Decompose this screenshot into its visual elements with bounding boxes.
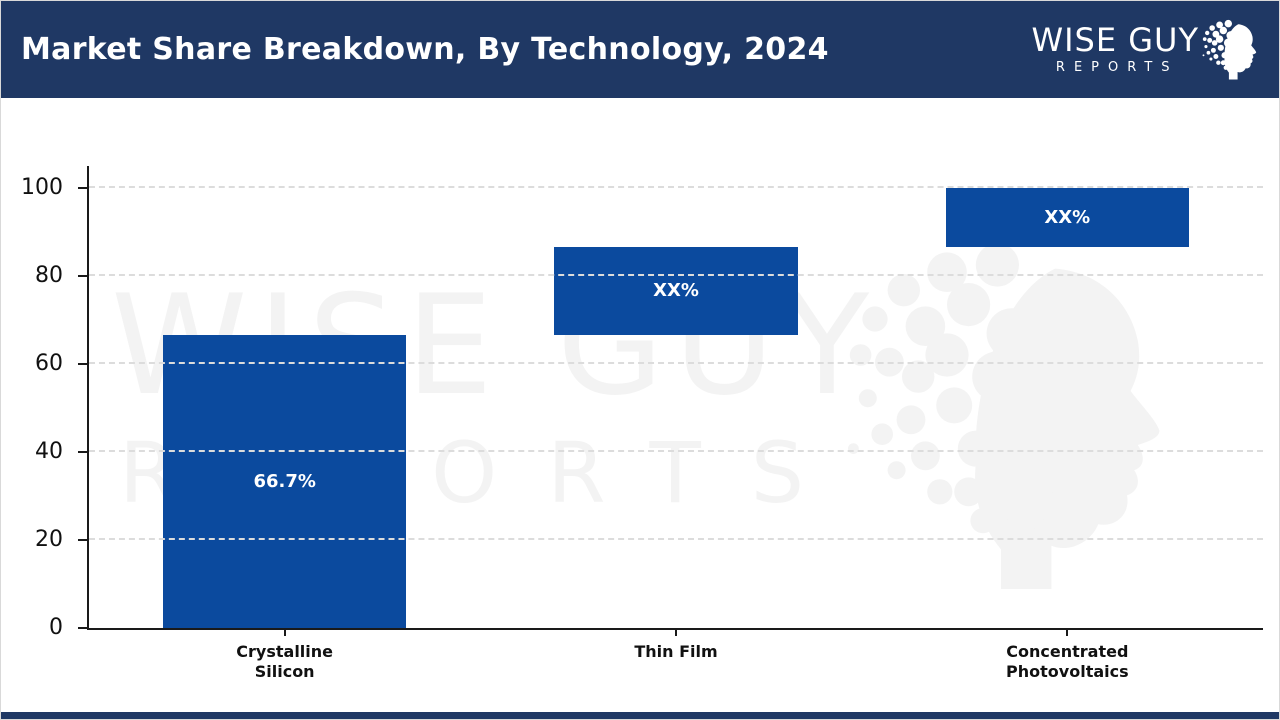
chart-title: Market Share Breakdown, By Technology, 2…: [21, 32, 829, 67]
gridline: [89, 450, 1263, 452]
x-axis-tick: [675, 628, 677, 636]
x-axis-tick: [1066, 628, 1069, 636]
y-axis-tick: [78, 363, 87, 366]
x-axis-tick: [283, 628, 286, 636]
y-axis-tick-label: 40: [35, 439, 63, 464]
logo-wordmark: WISE GUY: [1031, 21, 1199, 59]
y-axis-tick-label: 80: [35, 263, 63, 288]
y-axis-tick: [78, 275, 87, 277]
gridline: [89, 274, 1263, 276]
y-axis-tick-label: 20: [35, 526, 63, 552]
plot-area: 66.7% XX% XX%: [78, 166, 1263, 636]
bar-value-label: XX%: [653, 280, 699, 302]
y-axis-tick-label: 0: [49, 615, 63, 640]
y-axis-tick: [78, 627, 87, 629]
y-axis-tick-label: 60: [35, 351, 63, 376]
y-axis-tick: [78, 539, 87, 541]
y-axis-tick-label: 100: [21, 175, 63, 200]
y-axis-line: [87, 166, 89, 630]
wise-guy-reports-logo: WISE GUY REPORTS: [1031, 10, 1263, 90]
x-axis-category-label: Thin Film: [634, 642, 718, 661]
logo-subtitle: REPORTS: [1055, 60, 1179, 75]
x-axis-category-label: Concentrated Photovoltaics: [1006, 642, 1129, 681]
face-profile-dots-icon: [1202, 19, 1257, 79]
header: Market Share Breakdown, By Technology, 2…: [1, 1, 1279, 98]
bar-segment: 66.7%: [163, 334, 407, 628]
x-axis-category-label: Crystalline Silicon: [236, 642, 334, 681]
x-axis-labels: Crystalline Silicon Thin Film Concentrated…: [89, 642, 1263, 706]
y-axis-labels: 0 20 40 60 80 100: [1, 166, 75, 640]
gridline: [89, 538, 1263, 540]
footer-bar: [1, 712, 1279, 719]
bar-value-label: XX%: [1044, 206, 1091, 228]
gridline: [89, 186, 1263, 188]
gridline: [89, 362, 1263, 364]
watermark-face-icon: [848, 247, 1160, 589]
y-axis-tick: [78, 187, 87, 189]
logo-text: WISE GUY REPORTS: [1031, 24, 1199, 75]
y-axis-tick: [78, 451, 87, 453]
bar-segment: XX%: [554, 246, 798, 335]
bar-value-label: 66.7%: [253, 470, 316, 492]
bar-segment: XX%: [945, 188, 1189, 247]
